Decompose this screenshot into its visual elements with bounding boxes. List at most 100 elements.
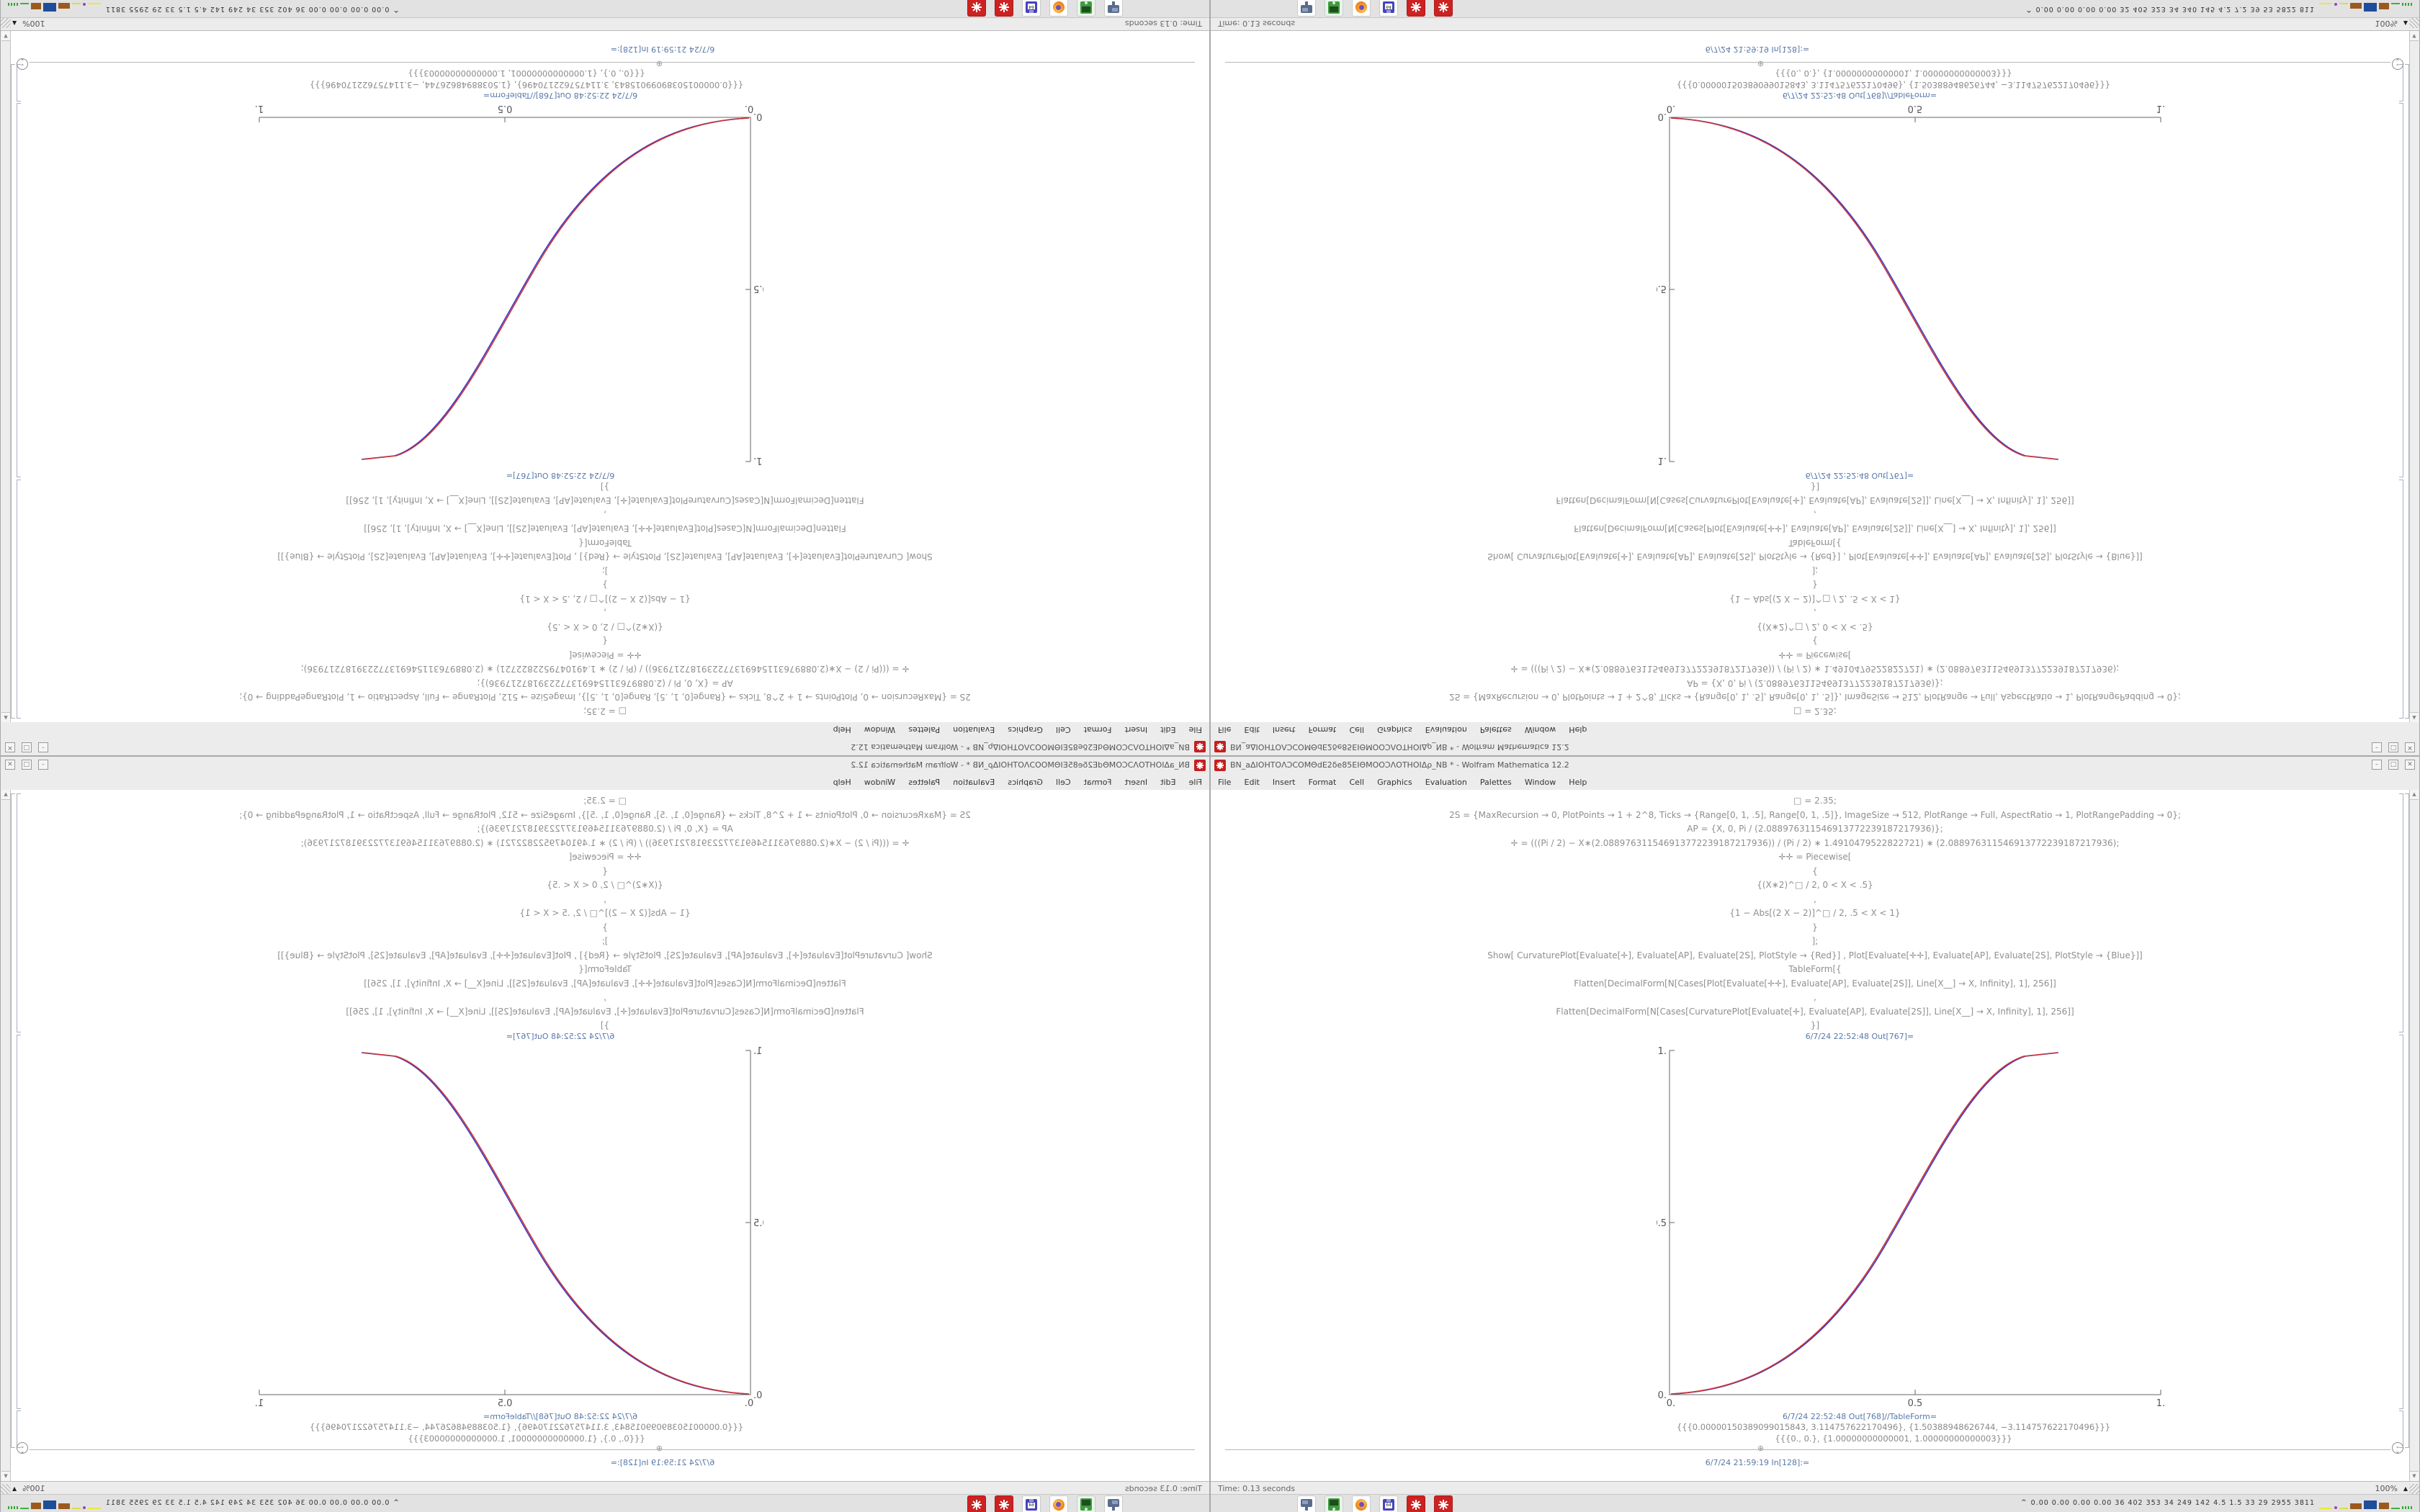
- minimize-button[interactable]: –: [2372, 742, 2382, 752]
- magnification-value[interactable]: 100%: [2375, 1484, 2398, 1493]
- close-button[interactable]: ✕: [5, 742, 15, 752]
- menu-file[interactable]: File: [1218, 725, 1232, 734]
- menu-window[interactable]: Window: [1524, 725, 1556, 734]
- cell-insertion-bar[interactable]: [1225, 62, 2390, 63]
- menu-graphics[interactable]: Graphics: [1008, 778, 1043, 787]
- scroll-down-icon[interactable]: ▼: [2410, 31, 2419, 41]
- menu-palettes[interactable]: Palettes: [908, 778, 941, 787]
- device-icon[interactable]: [1325, 0, 1343, 17]
- cell-bracket[interactable]: [2399, 793, 2403, 1032]
- menu-insert[interactable]: Insert: [1272, 778, 1296, 787]
- scroll-to-end-icon[interactable]: ⌄ ⌄: [17, 1442, 28, 1454]
- menu-help[interactable]: Help: [833, 725, 851, 734]
- menu-file[interactable]: File: [1218, 778, 1232, 787]
- menu-help[interactable]: Help: [1569, 778, 1587, 787]
- mathematica-icon[interactable]: [967, 1495, 986, 1512]
- input-cell[interactable]: □ = 2.35; 2S = {MaxRecursion → 0, PlotPo…: [1, 480, 1209, 719]
- title-bar[interactable]: BN_aΔIOHTOΛϽCOMΘdE2δe85EIΘMOOϽΛOTHOIΔρ_N…: [1211, 757, 2419, 775]
- insert-cell-icon[interactable]: ⊕: [1757, 59, 1765, 68]
- insert-cell-icon[interactable]: ⊕: [655, 1444, 663, 1453]
- input-cell[interactable]: □ = 2.35; 2S = {MaxRecursion → 0, PlotPo…: [1, 794, 1209, 1033]
- scroll-down-icon[interactable]: ▼: [1, 1471, 10, 1481]
- tray-expander-icon[interactable]: ^: [393, 6, 399, 13]
- close-button[interactable]: ✕: [2405, 760, 2415, 770]
- input-cell[interactable]: □ = 2.35; 2S = {MaxRecursion → 0, PlotPo…: [1211, 480, 2419, 719]
- firefox-icon[interactable]: [1049, 0, 1068, 17]
- mathematica-icon[interactable]: [995, 1495, 1013, 1512]
- title-bar[interactable]: BN_aΔIOHTOΛϽCOMΘdE2δe85EIΘMOOϽΛOTHOIΔρ_N…: [1, 737, 1209, 755]
- scroll-to-end-icon[interactable]: ⌄ ⌄: [17, 58, 28, 70]
- mathematica-icon[interactable]: [1407, 1495, 1425, 1512]
- floppy64-icon[interactable]: 64: [1379, 1495, 1398, 1512]
- tray-expander-icon[interactable]: ^: [2021, 1499, 2027, 1506]
- mathematica-icon[interactable]: [1434, 1495, 1453, 1512]
- scroll-to-end-icon[interactable]: ⌄ ⌄: [2392, 58, 2403, 70]
- magnification-value[interactable]: 100%: [22, 19, 45, 28]
- magnification-dropdown-icon[interactable]: ▲: [12, 1485, 17, 1492]
- menu-cell[interactable]: Cell: [1349, 778, 1364, 787]
- menu-cell[interactable]: Cell: [1056, 725, 1071, 734]
- maximize-button[interactable]: □: [22, 760, 32, 770]
- minimize-button[interactable]: –: [2372, 760, 2382, 770]
- menu-edit[interactable]: Edit: [1244, 725, 1260, 734]
- cell-insertion-bar[interactable]: [30, 1449, 1195, 1450]
- resize-grip[interactable]: [1, 18, 11, 28]
- firefox-icon[interactable]: [1352, 1495, 1371, 1512]
- firefox-icon[interactable]: [1049, 1495, 1068, 1512]
- device-icon[interactable]: [1325, 1495, 1343, 1512]
- monitor-icon[interactable]: [1104, 1495, 1123, 1512]
- notebook-area[interactable]: □ = 2.35; 2S = {MaxRecursion → 0, PlotPo…: [1211, 790, 2419, 1481]
- menu-window[interactable]: Window: [864, 725, 896, 734]
- menu-evaluation[interactable]: Evaluation: [953, 778, 995, 787]
- menu-palettes[interactable]: Palettes: [1479, 725, 1512, 734]
- notebook-area[interactable]: □ = 2.35; 2S = {MaxRecursion → 0, PlotPo…: [1211, 31, 2419, 722]
- floppy64-icon[interactable]: 64: [1022, 0, 1041, 17]
- notebook-area[interactable]: □ = 2.35; 2S = {MaxRecursion → 0, PlotPo…: [1, 790, 1209, 1481]
- monitor-icon[interactable]: [1104, 0, 1123, 17]
- menu-help[interactable]: Help: [833, 778, 851, 787]
- menu-file[interactable]: File: [1188, 725, 1202, 734]
- cell-group-bracket[interactable]: [11, 64, 15, 719]
- magnification-value[interactable]: 100%: [2375, 19, 2398, 28]
- scroll-down-icon[interactable]: ▼: [2410, 1471, 2419, 1481]
- device-icon[interactable]: [1077, 0, 1095, 17]
- magnification-value[interactable]: 100%: [22, 1484, 45, 1493]
- tray-expander-icon[interactable]: ^: [2026, 6, 2032, 13]
- tray-expander-icon[interactable]: ^: [393, 1499, 399, 1506]
- monitor-icon[interactable]: [1297, 0, 1316, 17]
- menu-graphics[interactable]: Graphics: [1008, 725, 1043, 734]
- menu-palettes[interactable]: Palettes: [908, 725, 941, 734]
- system-tray[interactable]: ^ 0.00 0.00 0.00 0.00 36 402 353 34 249 …: [6, 1496, 399, 1509]
- floppy64-icon[interactable]: 64: [1379, 0, 1398, 17]
- system-tray[interactable]: ^ 0.00 0.00 0.00 0.00 32 405 323 34 340 …: [2026, 3, 2414, 16]
- device-icon[interactable]: [1077, 1495, 1095, 1512]
- system-tray[interactable]: ^ 0.00 0.00 0.00 0.00 36 402 353 34 249 …: [2021, 1496, 2414, 1509]
- menu-insert[interactable]: Insert: [1124, 725, 1148, 734]
- cell-bracket[interactable]: [2399, 103, 2403, 477]
- cell-bracket[interactable]: [17, 1035, 21, 1409]
- vertical-scrollbar[interactable]: ▲ ▼: [1, 790, 11, 1481]
- scroll-up-icon[interactable]: ▲: [1, 712, 10, 722]
- menu-palettes[interactable]: Palettes: [1479, 778, 1512, 787]
- menu-graphics[interactable]: Graphics: [1377, 778, 1412, 787]
- resize-grip[interactable]: [1, 1484, 11, 1494]
- system-tray[interactable]: ^ 0.00 0.00 0.00 0.00 36 402 353 34 249 …: [6, 3, 399, 16]
- floppy64-icon[interactable]: 64: [1022, 1495, 1041, 1512]
- vertical-scrollbar[interactable]: ▲ ▼: [1, 31, 11, 722]
- scroll-to-end-icon[interactable]: ⌄ ⌄: [2392, 1442, 2403, 1454]
- menu-format[interactable]: Format: [1083, 725, 1112, 734]
- menu-format[interactable]: Format: [1308, 778, 1337, 787]
- menu-cell[interactable]: Cell: [1056, 778, 1071, 787]
- menu-evaluation[interactable]: Evaluation: [1425, 725, 1467, 734]
- cell-insertion-bar[interactable]: [30, 62, 1195, 63]
- notebook-area[interactable]: □ = 2.35; 2S = {MaxRecursion → 0, PlotPo…: [1, 31, 1209, 722]
- maximize-button[interactable]: □: [2388, 760, 2398, 770]
- vertical-scrollbar[interactable]: ▲ ▼: [2409, 31, 2419, 722]
- menu-evaluation[interactable]: Evaluation: [1425, 778, 1467, 787]
- scroll-down-icon[interactable]: ▼: [1, 31, 10, 41]
- title-bar[interactable]: BN_aΔIOHTOΛϽCOMΘdE2δe85EIΘMOOϽΛOTHOIΔρ_N…: [1211, 737, 2419, 755]
- cell-group-bracket[interactable]: [11, 793, 15, 1448]
- maximize-button[interactable]: □: [22, 742, 32, 752]
- close-button[interactable]: ✕: [5, 760, 15, 770]
- menu-edit[interactable]: Edit: [1244, 778, 1260, 787]
